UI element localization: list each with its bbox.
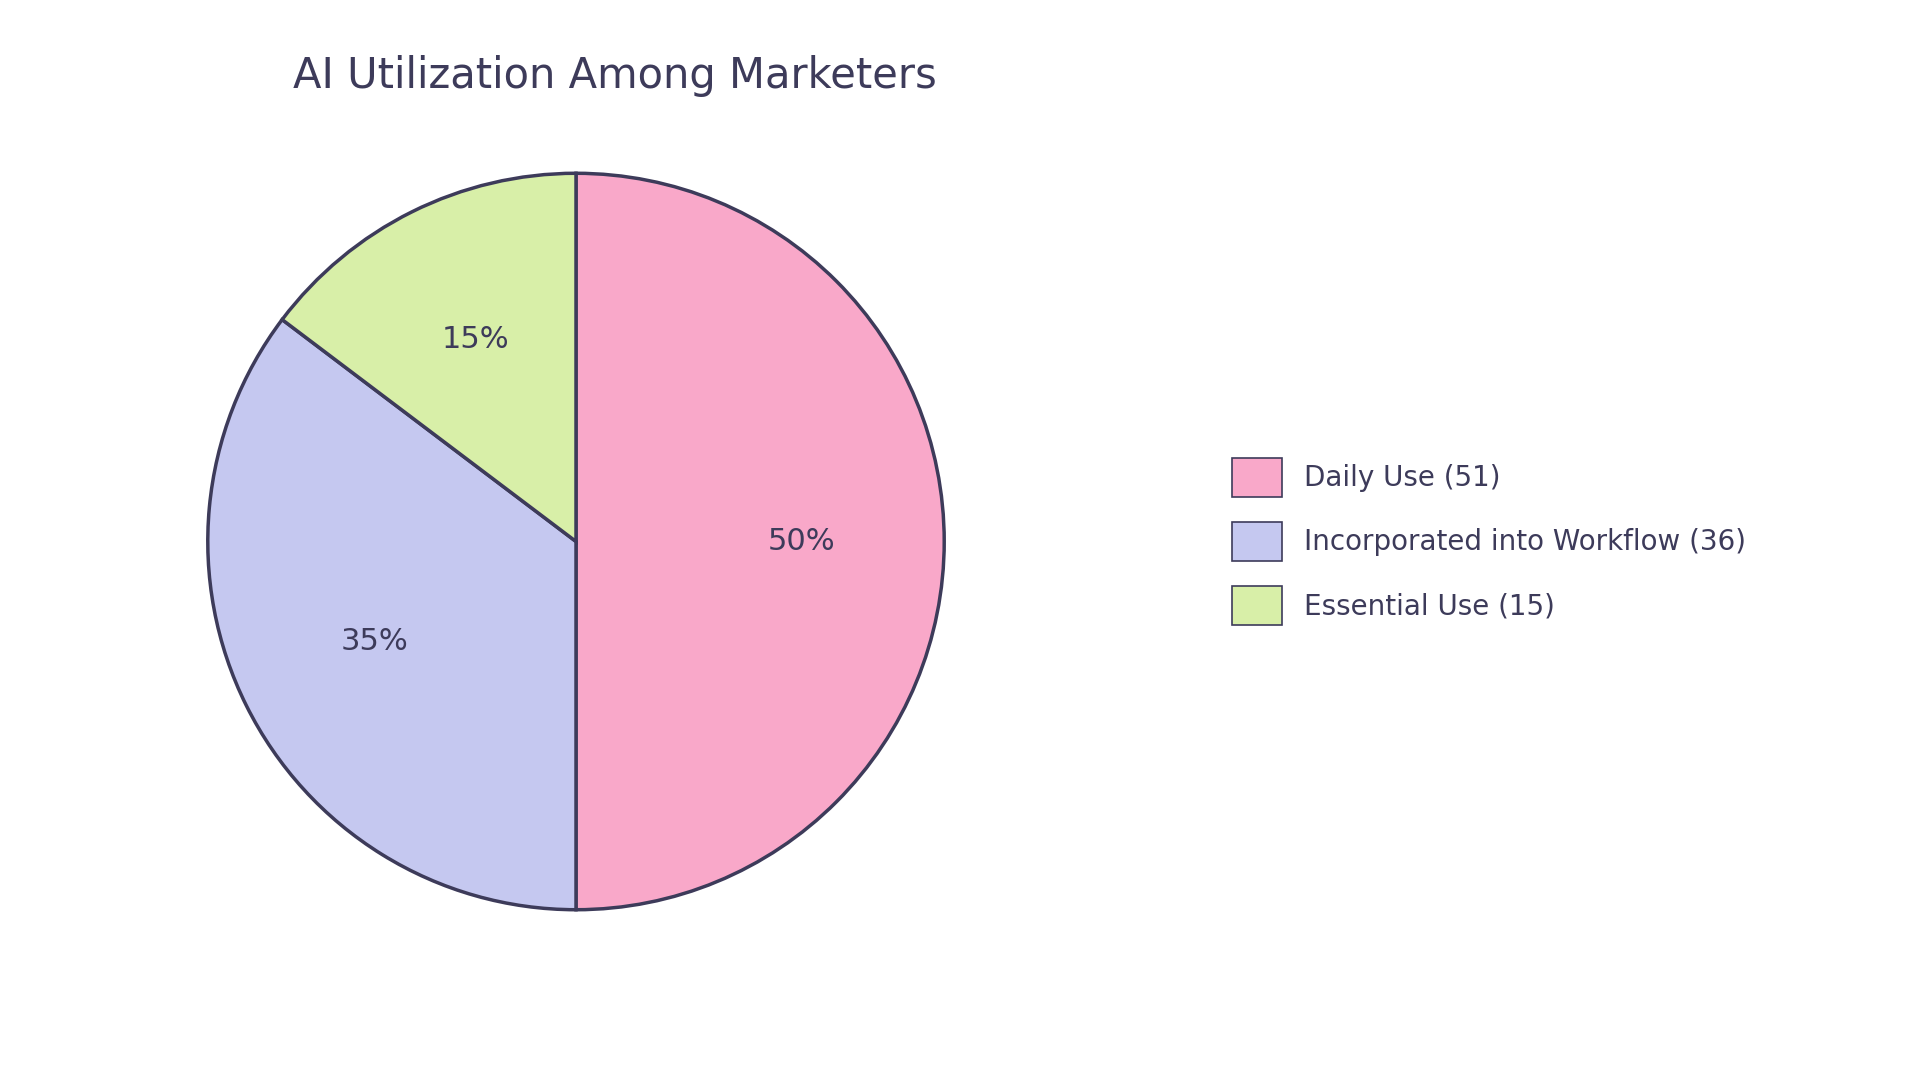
Wedge shape bbox=[576, 173, 945, 910]
Wedge shape bbox=[282, 173, 576, 542]
Text: 50%: 50% bbox=[768, 527, 835, 556]
Legend: Daily Use (51), Incorporated into Workflow (36), Essential Use (15): Daily Use (51), Incorporated into Workfl… bbox=[1217, 444, 1761, 639]
Text: 15%: 15% bbox=[442, 325, 509, 354]
Text: 35%: 35% bbox=[340, 627, 409, 656]
Text: AI Utilization Among Marketers: AI Utilization Among Marketers bbox=[292, 55, 937, 96]
Wedge shape bbox=[207, 319, 576, 910]
